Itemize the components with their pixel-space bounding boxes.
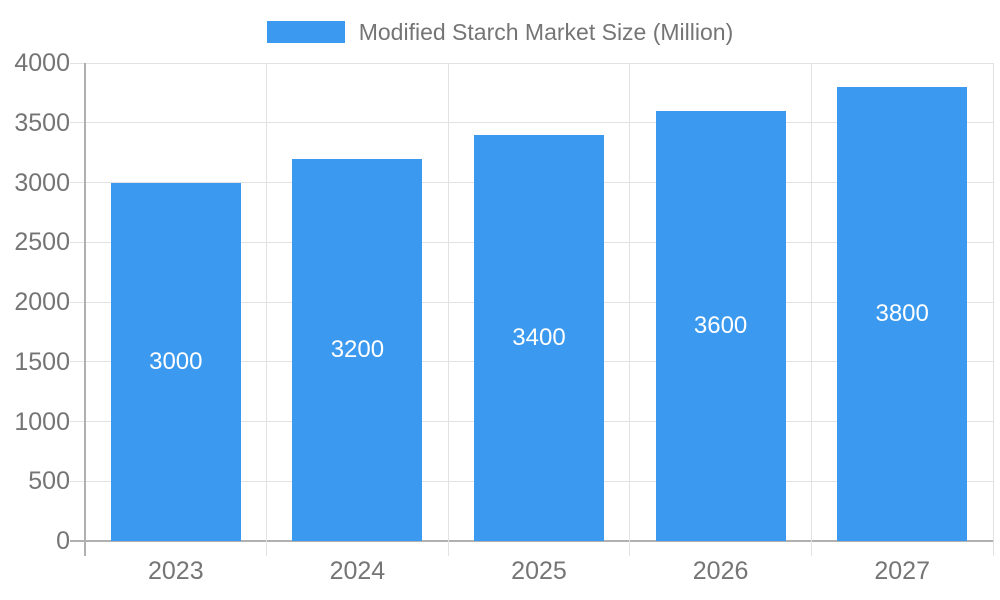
- y-axis-label: 4000: [14, 49, 70, 77]
- bar-2026: 3600: [655, 110, 786, 541]
- bar-value-label: 3600: [693, 311, 748, 339]
- x-gridline: [992, 63, 994, 556]
- x-axis-label: 2027: [874, 557, 930, 585]
- legend-swatch: [266, 21, 345, 43]
- legend-label: Modified Starch Market Size (Million): [358, 18, 734, 45]
- bar-2024: 3200: [292, 158, 423, 541]
- bar-value-label: 3800: [875, 299, 929, 327]
- bar-value-label: 3400: [512, 323, 566, 351]
- y-axis-label: 1000: [14, 407, 70, 436]
- y-axis-label: 3500: [14, 108, 70, 137]
- x-gridline: [266, 63, 268, 556]
- x-axis-label: 2026: [692, 557, 749, 585]
- y-gridline: [70, 62, 993, 64]
- x-axis-line: [70, 540, 993, 542]
- x-axis-label: 2023: [147, 557, 204, 585]
- bar-2023: 3000: [110, 182, 241, 541]
- x-gridline: [810, 63, 812, 556]
- y-axis-label: 500: [28, 467, 70, 496]
- x-axis-label: 2025: [511, 557, 567, 585]
- bar-value-label: 3000: [149, 347, 203, 375]
- x-axis-label: 2024: [329, 557, 386, 585]
- bar-2027: 3800: [837, 86, 968, 541]
- x-gridline: [447, 63, 449, 556]
- y-axis-label: 0: [56, 527, 70, 555]
- y-axis-label: 2000: [14, 288, 70, 316]
- x-gridline: [629, 63, 631, 556]
- y-gridline: [70, 122, 993, 124]
- y-axis-label: 3000: [14, 168, 70, 197]
- bar-2025: 3400: [474, 134, 604, 541]
- y-axis-label: 1500: [14, 347, 70, 376]
- y-axis-label: 2500: [14, 228, 70, 257]
- legend-item[interactable]: Modified Starch Market Size (Million): [0, 18, 1000, 45]
- bar-value-label: 3200: [330, 335, 385, 363]
- y-axis-line: [84, 63, 86, 556]
